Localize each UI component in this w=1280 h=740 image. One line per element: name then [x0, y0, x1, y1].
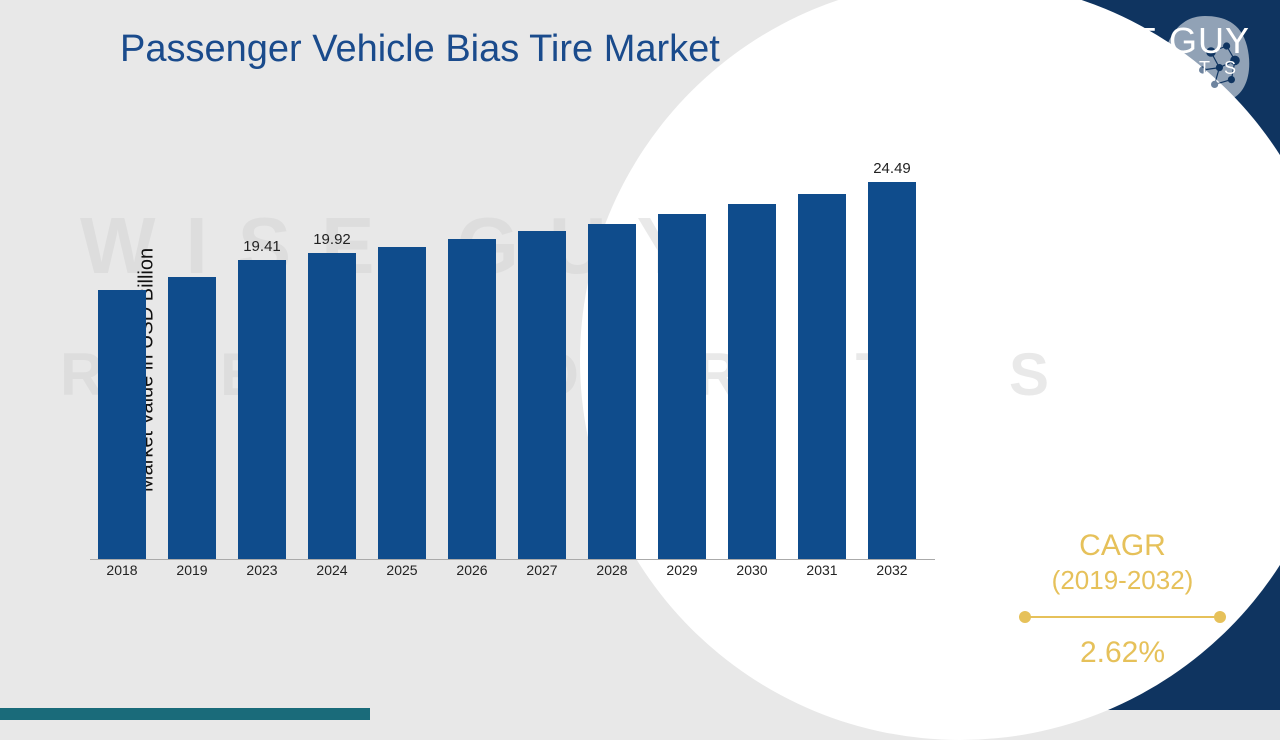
bar: [168, 277, 216, 559]
bar: [448, 239, 496, 559]
cagr-value: 2.62%: [995, 636, 1250, 670]
bar-value-label: 24.49: [868, 160, 916, 177]
x-tick-label: 2031: [793, 562, 851, 578]
bar: 19.92: [308, 253, 356, 559]
x-tick-label: 2025: [373, 562, 431, 578]
cagr-title: CAGR: [995, 529, 1250, 563]
logo-main-text: WISE GUY: [1062, 20, 1250, 62]
bar: [728, 204, 776, 559]
bar-chart: Market Value in USD Billion 19.4119.9224…: [35, 140, 935, 600]
x-tick-label: 2018: [93, 562, 151, 578]
bar-value-label: 19.41: [238, 238, 286, 255]
bottom-accent-strip: [0, 708, 370, 720]
bar-value-label: 19.92: [308, 231, 356, 248]
bar: [518, 231, 566, 559]
logo-sub-text: REPORTS: [1062, 58, 1250, 79]
cagr-range: (2019-2032): [995, 565, 1250, 596]
bar: [98, 290, 146, 559]
x-tick-label: 2026: [443, 562, 501, 578]
cagr-block: CAGR (2019-2032) 2.62%: [995, 529, 1250, 670]
x-tick-label: 2029: [653, 562, 711, 578]
bar: 24.49: [868, 182, 916, 559]
x-tick-label: 2027: [513, 562, 571, 578]
x-tick-label: 2024: [303, 562, 361, 578]
bar: [658, 214, 706, 559]
bar: [588, 224, 636, 559]
cagr-divider: [1025, 616, 1220, 618]
x-tick-label: 2028: [583, 562, 641, 578]
bar: 19.41: [238, 260, 286, 559]
x-tick-label: 2030: [723, 562, 781, 578]
x-tick-label: 2032: [863, 562, 921, 578]
x-axis: 2018 2019 2023 2024 2025 2026 2027 2028 2029 2030…: [90, 560, 935, 600]
x-tick-label: 2019: [163, 562, 221, 578]
bar: [798, 194, 846, 559]
chart-title: Passenger Vehicle Bias Tire Market: [120, 28, 720, 71]
x-tick-label: 2023: [233, 562, 291, 578]
logo: WISE GUY REPORTS: [1062, 20, 1250, 79]
bar: [378, 247, 426, 559]
plot-area: 19.41 19.92 24.49: [90, 160, 935, 560]
